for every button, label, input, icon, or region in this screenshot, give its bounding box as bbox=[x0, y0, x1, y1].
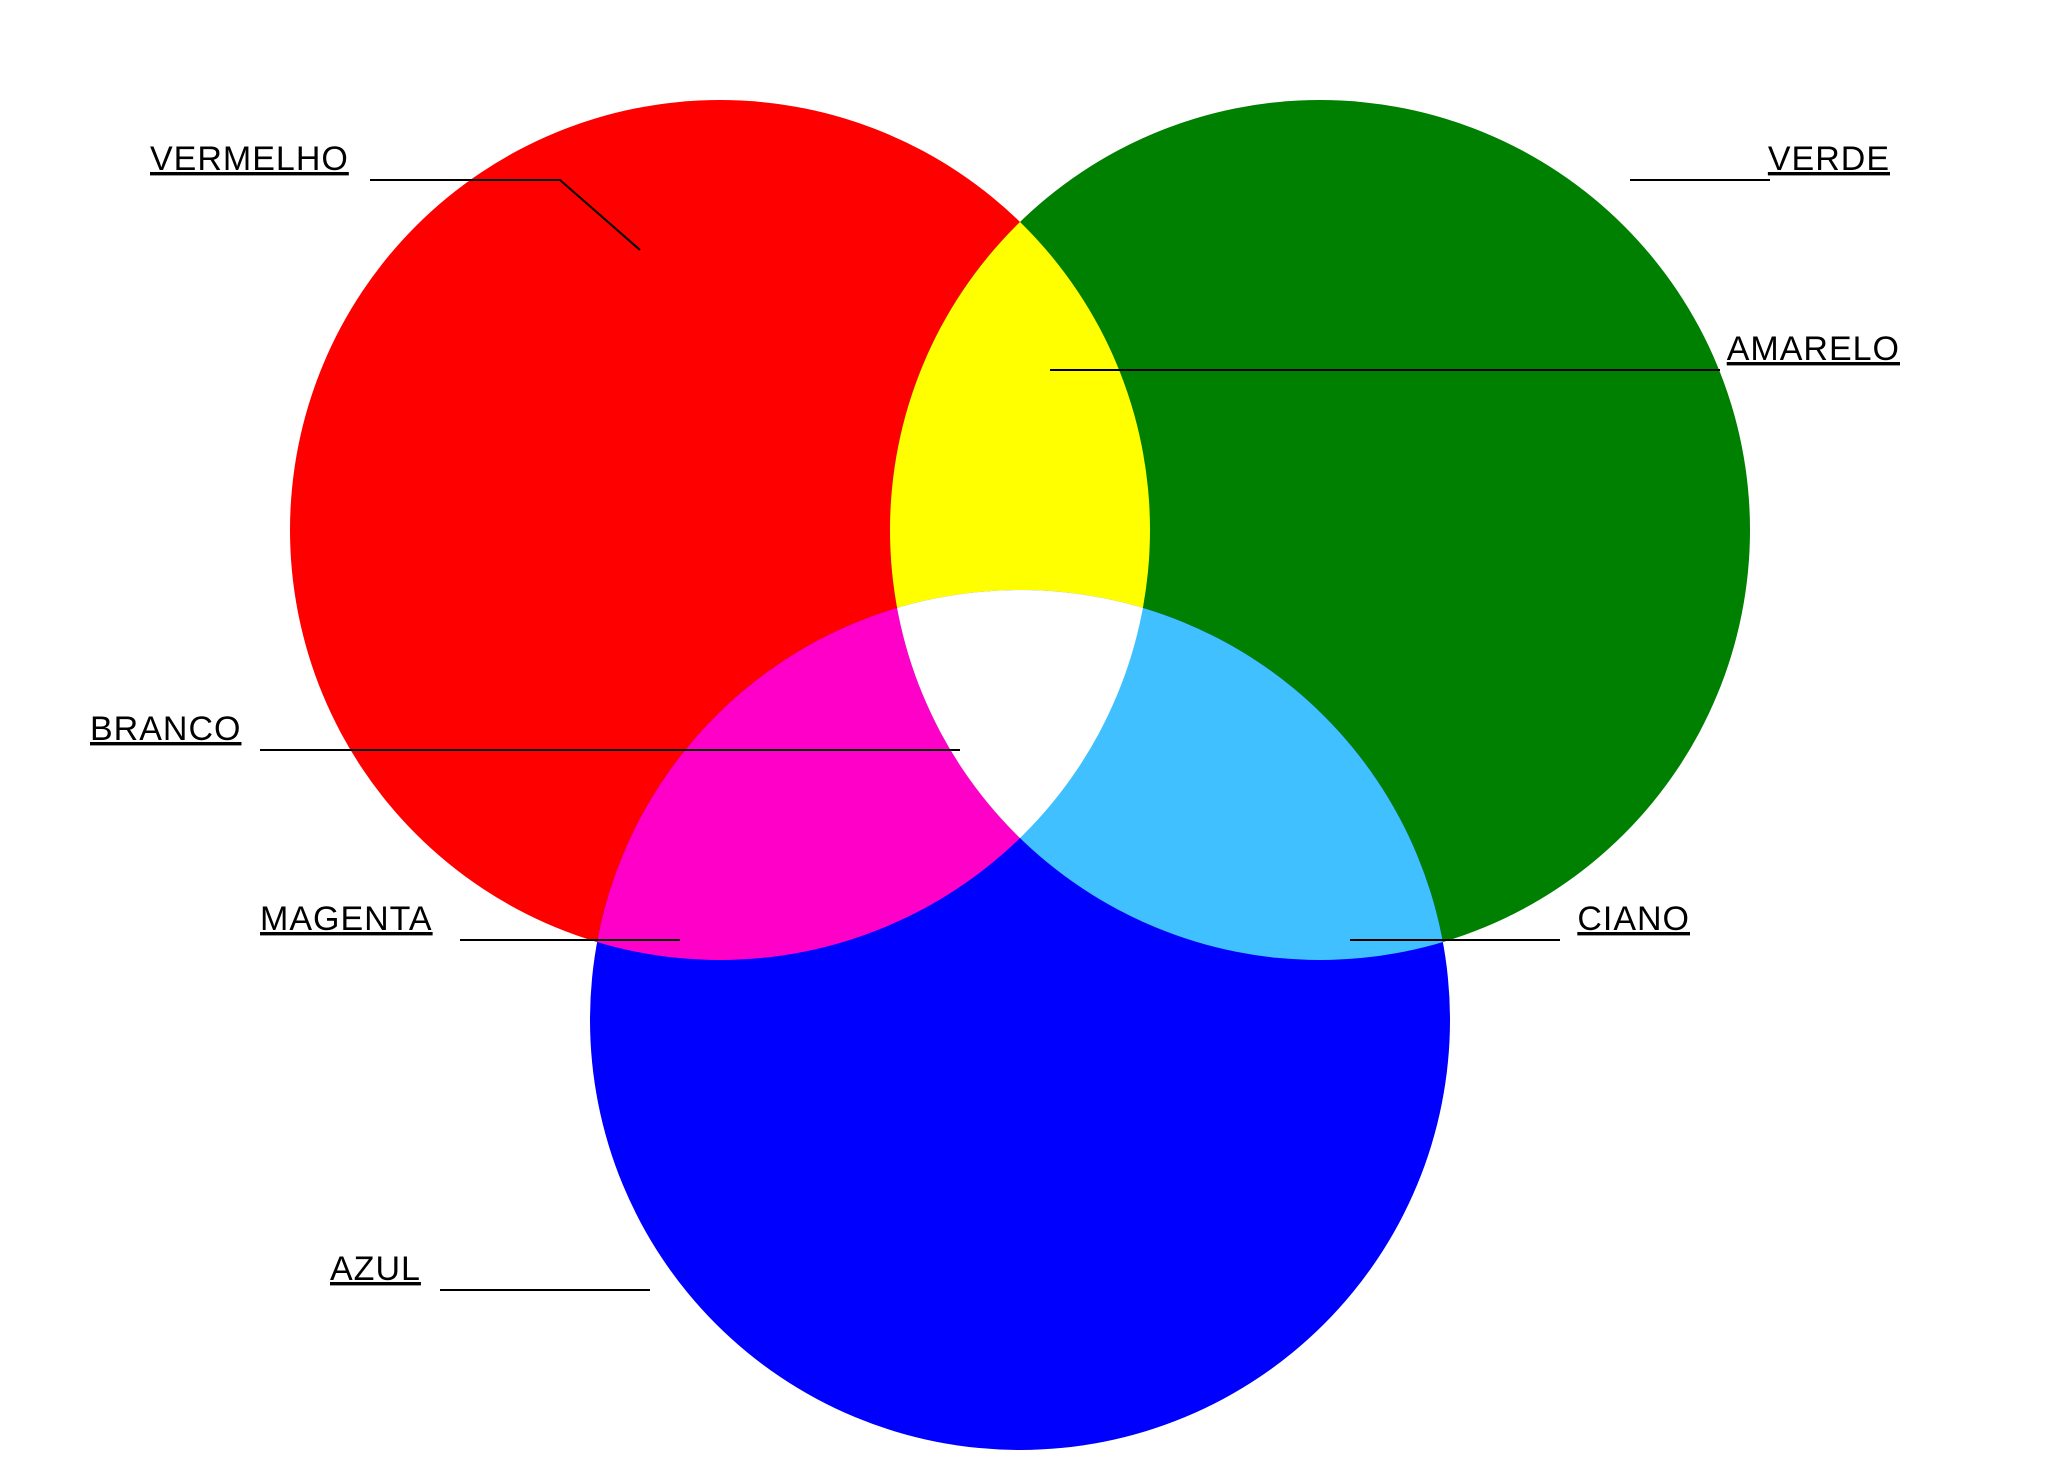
label-verde: VERDE bbox=[1768, 140, 1890, 178]
label-branco: BRANCO bbox=[90, 710, 241, 748]
additive-color-venn-diagram: VERMELHO VERDE AMARELO BRANCO MAGENTA CIANO AZ… bbox=[0, 0, 2048, 1480]
label-azul: AZUL bbox=[330, 1250, 421, 1288]
label-vermelho: VERMELHO bbox=[150, 140, 349, 178]
label-magenta: MAGENTA bbox=[260, 900, 433, 938]
label-amarelo: AMARELO bbox=[1727, 330, 1900, 368]
label-ciano: CIANO bbox=[1577, 900, 1690, 938]
